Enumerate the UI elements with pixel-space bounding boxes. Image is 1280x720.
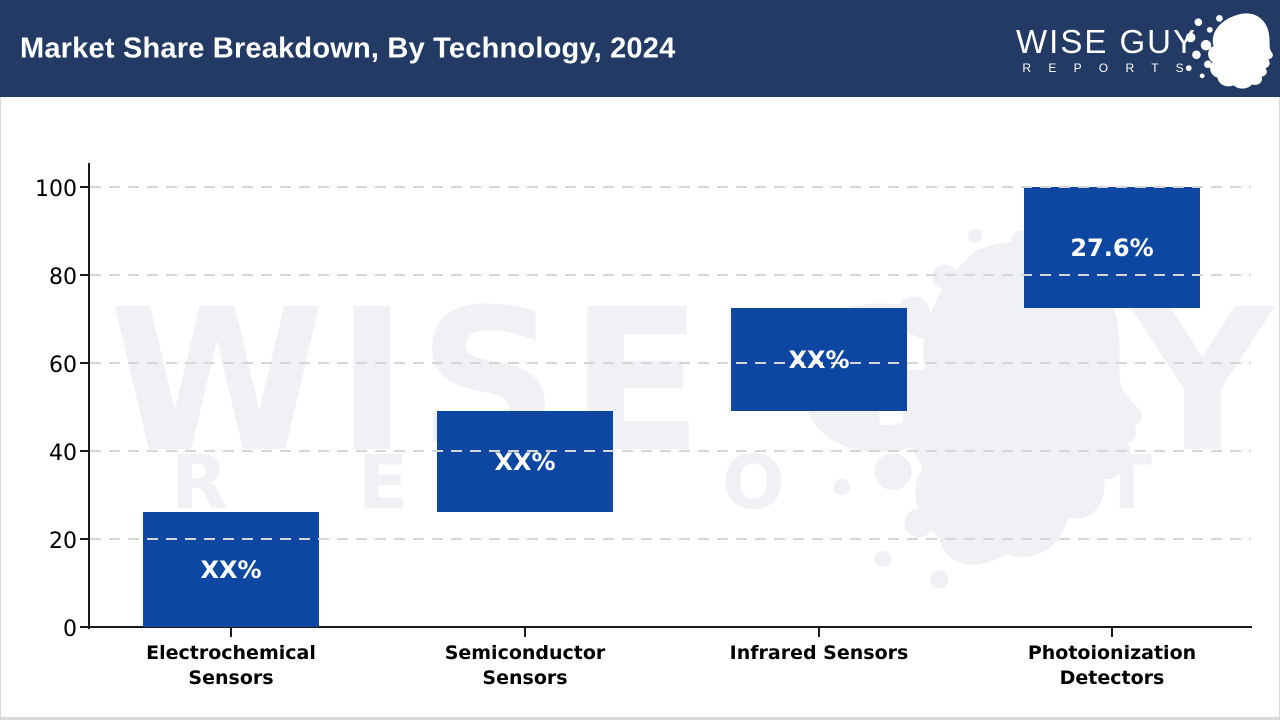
y-tick-0 — [80, 626, 89, 628]
x-category-label: Infrared Sensors — [729, 642, 909, 664]
x-tick-1 — [230, 628, 232, 637]
bar-value-label: XX% — [494, 447, 556, 476]
y-tick-label: 80 — [49, 265, 77, 290]
bar-semiconductor-sensors — [437, 410, 613, 513]
x-tick-3 — [818, 628, 820, 637]
wise-guy-reports-logo: WISE GUY R E P O R T S — [1016, 8, 1273, 90]
y-tick-label: 60 — [49, 353, 77, 378]
x-category-label: Photoionization Detectors — [1027, 642, 1197, 689]
gridline-80 — [90, 274, 1251, 276]
bar-electrochemical-sensors — [143, 512, 319, 627]
y-tick-label: 100 — [35, 177, 77, 202]
gridline-40 — [90, 450, 1251, 452]
gridline-60 — [90, 362, 1251, 364]
y-tick-label: 40 — [49, 441, 77, 466]
y-tick-80 — [80, 274, 89, 276]
gridline-20 — [90, 538, 1251, 540]
y-tick-label: 20 — [49, 529, 77, 554]
bar-photoionization-detectors — [1024, 187, 1200, 309]
x-axis-line — [88, 626, 1252, 628]
bar-infrared-sensors — [731, 308, 907, 411]
bar-value-label: 27.6% — [1070, 233, 1154, 262]
x-tick-2 — [524, 628, 526, 637]
logo-subtitle: R E P O R T S — [1022, 60, 1191, 75]
x-category-label: Semiconductor Sensors — [444, 642, 606, 689]
y-tick-100 — [80, 186, 89, 188]
chart-title: Market Share Breakdown, By Technology, 2… — [20, 32, 676, 64]
gridline-100 — [90, 186, 1251, 188]
bar-value-label: XX% — [200, 555, 262, 584]
bar-value-label: XX% — [788, 345, 850, 374]
y-axis-line — [88, 163, 90, 629]
x-tick-4 — [1111, 628, 1113, 637]
x-category-label: Electrochemical Sensors — [146, 642, 316, 689]
y-tick-60 — [80, 362, 89, 364]
y-tick-20 — [80, 538, 89, 540]
dotted-head-icon — [1185, 13, 1273, 89]
y-tick-40 — [80, 450, 89, 452]
header-band: Market Share Breakdown, By Technology, 2… — [0, 0, 1280, 97]
y-tick-label: 0 — [63, 617, 77, 642]
logo-wordmark: WISE GUY — [1016, 22, 1198, 60]
